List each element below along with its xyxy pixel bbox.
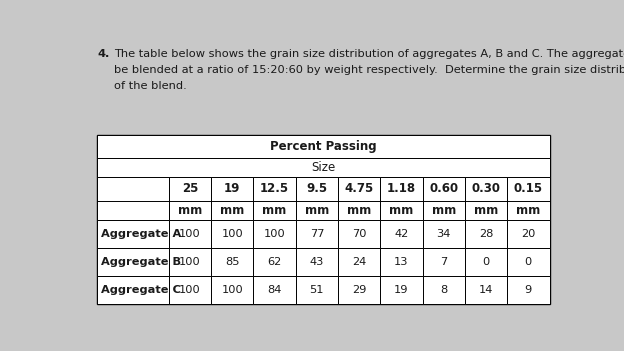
Bar	[253, 177, 296, 220]
Bar	[296, 248, 338, 276]
Bar	[465, 177, 507, 220]
Bar	[296, 276, 338, 304]
Text: 51: 51	[310, 285, 324, 295]
Bar	[253, 220, 296, 248]
Bar	[507, 220, 550, 248]
Bar	[338, 220, 380, 248]
Bar	[97, 135, 550, 158]
Text: 29: 29	[352, 285, 366, 295]
Text: 100: 100	[264, 229, 285, 239]
Text: mm: mm	[516, 204, 540, 217]
Text: 70: 70	[352, 229, 366, 239]
Bar	[97, 135, 550, 304]
Bar	[211, 276, 253, 304]
Text: The table below shows the grain size distribution of aggregates A, B and C. The : The table below shows the grain size dis…	[114, 49, 624, 59]
Bar	[97, 158, 550, 177]
Bar	[380, 276, 422, 304]
Bar	[211, 177, 253, 220]
Text: of the blend.: of the blend.	[114, 81, 187, 91]
Text: 62: 62	[268, 257, 281, 267]
Bar	[97, 276, 168, 304]
Bar	[97, 220, 168, 248]
Bar	[338, 177, 380, 220]
Bar	[380, 177, 422, 220]
Text: 85: 85	[225, 257, 240, 267]
Text: 19: 19	[224, 182, 240, 195]
Text: 100: 100	[179, 285, 201, 295]
Text: mm: mm	[474, 204, 498, 217]
Bar	[422, 276, 465, 304]
Text: 4.: 4.	[97, 49, 110, 59]
Text: mm: mm	[347, 204, 371, 217]
Text: 84: 84	[267, 285, 281, 295]
Text: 25: 25	[182, 182, 198, 195]
Bar	[380, 220, 422, 248]
Bar	[168, 248, 211, 276]
Text: Percent Passing: Percent Passing	[270, 140, 377, 153]
Bar	[507, 177, 550, 220]
Text: 4.75: 4.75	[344, 182, 374, 195]
Bar	[97, 248, 168, 276]
Bar	[338, 276, 380, 304]
Text: be blended at a ratio of 15:20:60 by weight respectively.  Determine the grain s: be blended at a ratio of 15:20:60 by wei…	[114, 65, 624, 75]
Text: Aggregate A: Aggregate A	[100, 229, 181, 239]
Bar	[380, 248, 422, 276]
Text: 9.5: 9.5	[306, 182, 328, 195]
Bar	[168, 177, 211, 220]
Text: 0: 0	[482, 257, 490, 267]
Text: 1.18: 1.18	[387, 182, 416, 195]
Bar	[422, 248, 465, 276]
Text: 8: 8	[440, 285, 447, 295]
Text: mm: mm	[263, 204, 286, 217]
Text: 42: 42	[394, 229, 409, 239]
Text: 0.30: 0.30	[472, 182, 500, 195]
Bar	[507, 248, 550, 276]
Bar	[296, 220, 338, 248]
Bar	[253, 276, 296, 304]
Text: Aggregate C: Aggregate C	[100, 285, 180, 295]
Text: 100: 100	[179, 229, 201, 239]
Bar	[168, 276, 211, 304]
Text: 9: 9	[525, 285, 532, 295]
Bar	[507, 276, 550, 304]
Bar	[168, 220, 211, 248]
Bar	[465, 248, 507, 276]
Text: Aggregate B: Aggregate B	[100, 257, 181, 267]
Text: 0.15: 0.15	[514, 182, 543, 195]
Text: mm: mm	[220, 204, 245, 217]
Text: 12.5: 12.5	[260, 182, 289, 195]
Text: mm: mm	[305, 204, 329, 217]
Bar	[211, 248, 253, 276]
Bar	[296, 177, 338, 220]
Bar	[422, 220, 465, 248]
Text: 0: 0	[525, 257, 532, 267]
Bar	[253, 248, 296, 276]
Text: 43: 43	[310, 257, 324, 267]
Text: 24: 24	[352, 257, 366, 267]
Text: Size: Size	[311, 161, 336, 174]
Bar	[422, 177, 465, 220]
Text: mm: mm	[178, 204, 202, 217]
Bar	[97, 177, 168, 220]
Text: 100: 100	[222, 285, 243, 295]
Text: 28: 28	[479, 229, 493, 239]
Text: mm: mm	[432, 204, 456, 217]
Text: 7: 7	[440, 257, 447, 267]
Bar	[211, 220, 253, 248]
Text: 14: 14	[479, 285, 493, 295]
Text: 100: 100	[222, 229, 243, 239]
Text: 77: 77	[310, 229, 324, 239]
Text: 13: 13	[394, 257, 409, 267]
Text: 20: 20	[521, 229, 535, 239]
Text: 19: 19	[394, 285, 409, 295]
Text: 100: 100	[179, 257, 201, 267]
Text: mm: mm	[389, 204, 414, 217]
Bar	[465, 220, 507, 248]
Text: 0.60: 0.60	[429, 182, 458, 195]
Text: 34: 34	[437, 229, 451, 239]
Bar	[338, 248, 380, 276]
Bar	[465, 276, 507, 304]
